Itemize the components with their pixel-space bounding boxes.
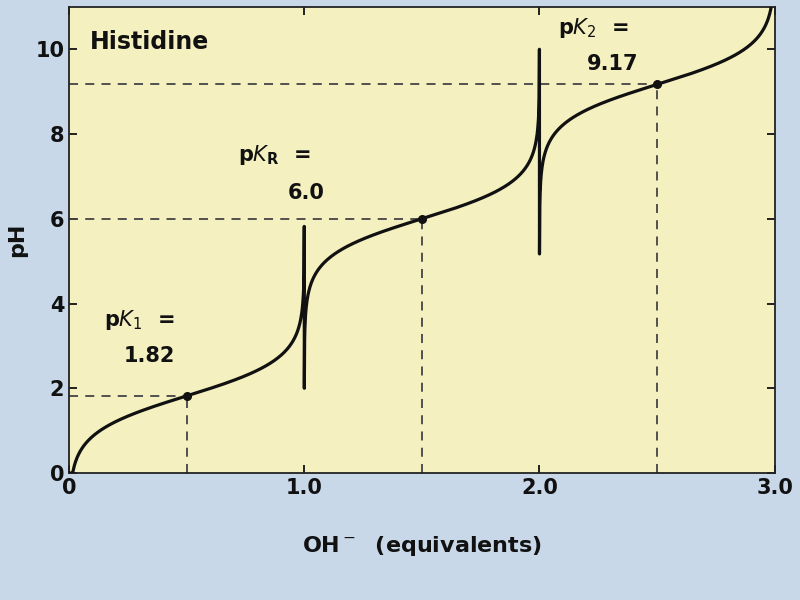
Text: p$\mathit{K}$$_1$  =: p$\mathit{K}$$_1$ = [105, 308, 175, 332]
Y-axis label: pH: pH [7, 223, 27, 257]
Text: 9.17: 9.17 [586, 54, 638, 74]
Text: 6.0: 6.0 [288, 184, 325, 203]
Text: p$\mathit{K}$$_\mathregular{R}$  =: p$\mathit{K}$$_\mathregular{R}$ = [238, 143, 311, 167]
Text: 1.82: 1.82 [123, 346, 174, 367]
Text: OH$^-$  (equivalents): OH$^-$ (equivalents) [302, 533, 542, 557]
Text: p$\mathit{K}$$_2$  =: p$\mathit{K}$$_2$ = [558, 16, 629, 40]
Text: Histidine: Histidine [90, 30, 210, 54]
